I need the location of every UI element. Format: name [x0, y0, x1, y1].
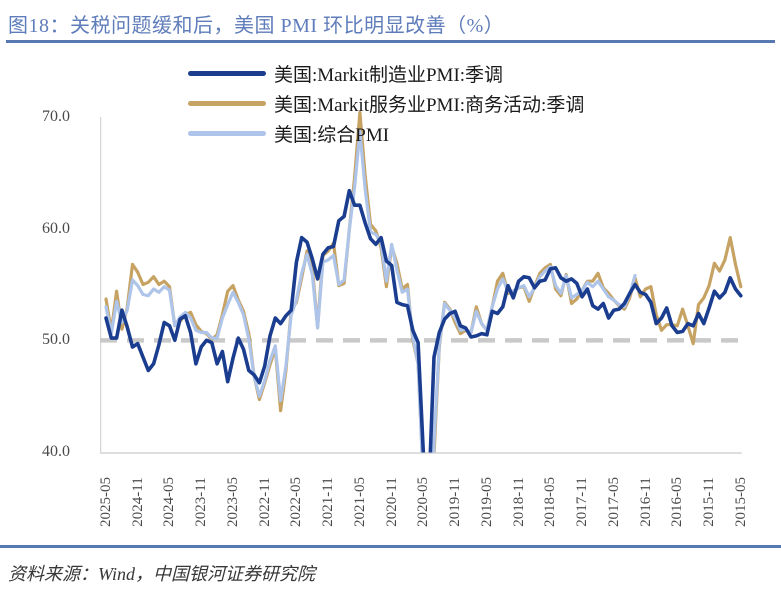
title-divider [6, 40, 775, 43]
x-tick-label: 2016-11 [637, 477, 654, 527]
y-tick-label: 60.0 [42, 219, 70, 237]
x-tick-label: 2019-11 [447, 477, 464, 527]
x-tick-label: 2015-11 [701, 477, 718, 527]
services-line-swatch [188, 100, 266, 106]
composite-line-swatch [188, 130, 266, 136]
series-line [104, 188, 743, 453]
x-tick-label: 2015-05 [732, 477, 749, 527]
y-tick-label: 50.0 [42, 331, 70, 349]
x-tick-label: 2021-11 [320, 477, 337, 527]
legend-item-services-pmi: 美国:Markit服务业PMI:商务活动:季调 [188, 88, 584, 118]
x-tick-label: 2023-11 [193, 477, 210, 527]
x-tick-label: 2020-05 [415, 477, 432, 527]
page-title: 图18：关税问题缓和后，美国 PMI 环比明显改善（%） [8, 15, 505, 37]
x-tick-label: 2019-05 [478, 477, 495, 527]
x-tick-label: 2024-05 [161, 477, 178, 527]
series-line [104, 129, 637, 453]
legend-item-manufacturing-pmi: 美国:Markit制造业PMI:季调 [188, 58, 584, 88]
series-line [104, 110, 743, 453]
chart-legend: 美国:Markit制造业PMI:季调 美国:Markit服务业PMI:商务活动:… [188, 58, 584, 148]
y-tick-label: 40.0 [42, 443, 70, 460]
legend-label: 美国:综合PMI [274, 124, 390, 146]
x-tick-label: 2025-05 [98, 477, 114, 527]
x-tick-label: 2022-11 [256, 477, 273, 527]
source-note: 资料来源：Wind，中国银河证券研究院 [8, 564, 316, 584]
manufacturing-line-swatch [188, 70, 266, 76]
x-tick-label: 2021-05 [351, 477, 368, 527]
x-tick-label: 2016-05 [669, 477, 686, 527]
x-tick-label: 2017-05 [605, 477, 622, 527]
x-tick-label: 2024-11 [129, 477, 146, 527]
x-tick-label: 2023-05 [224, 477, 241, 527]
legend-label: 美国:Markit服务业PMI:商务活动:季调 [274, 94, 585, 116]
x-tick-label: 2018-11 [510, 477, 527, 527]
y-tick-label: 70.0 [42, 108, 70, 125]
bottom-divider [0, 545, 781, 548]
x-tick-label: 2022-05 [288, 477, 305, 527]
x-tick-label: 2018-05 [542, 477, 559, 527]
legend-label: 美国:Markit制造业PMI:季调 [274, 64, 504, 86]
x-tick-label: 2017-11 [574, 477, 591, 527]
x-tick-label: 2020-11 [383, 477, 400, 527]
legend-item-composite-pmi: 美国:综合PMI [188, 118, 584, 148]
plot-svg [100, 110, 743, 454]
